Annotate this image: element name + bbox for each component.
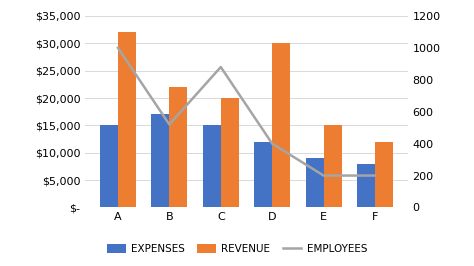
EMPLOYEES xyxy=(166,123,172,126)
Line: EMPLOYEES: EMPLOYEES xyxy=(118,48,375,176)
Bar xyxy=(203,125,221,207)
EMPLOYEES xyxy=(321,174,327,177)
Bar xyxy=(306,158,324,207)
EMPLOYEES xyxy=(218,65,224,69)
EMPLOYEES xyxy=(269,142,275,145)
Legend: EXPENSES, REVENUE, EMPLOYEES: EXPENSES, REVENUE, EMPLOYEES xyxy=(103,240,371,258)
Bar xyxy=(221,98,239,207)
EMPLOYEES xyxy=(372,174,378,177)
Bar xyxy=(151,114,169,207)
Bar xyxy=(324,125,342,207)
EMPLOYEES xyxy=(115,46,121,49)
Bar xyxy=(272,43,290,207)
Bar xyxy=(357,164,375,207)
Bar xyxy=(100,125,118,207)
Bar xyxy=(254,142,272,207)
Bar xyxy=(118,32,136,207)
Bar xyxy=(375,142,393,207)
Bar xyxy=(169,87,187,207)
